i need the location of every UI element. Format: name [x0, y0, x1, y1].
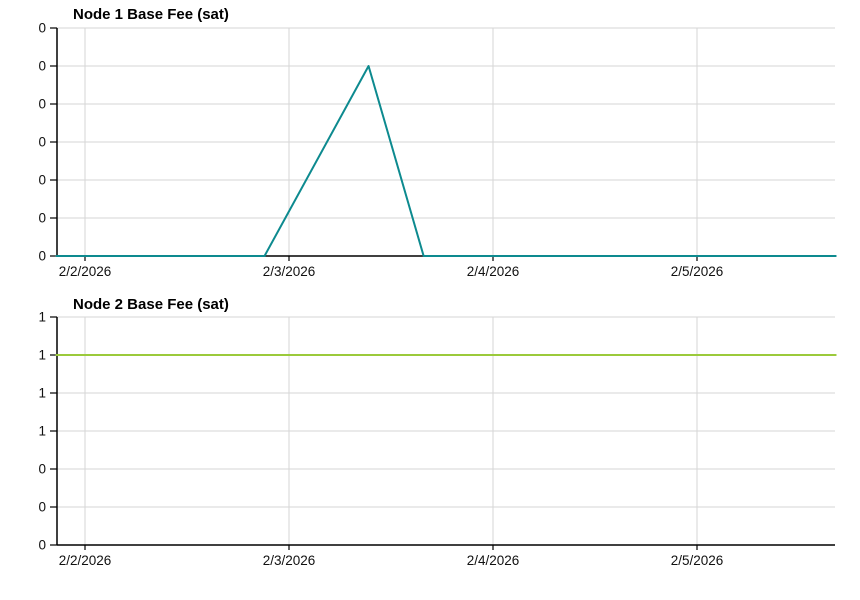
series-line: [55, 65, 837, 257]
y-tick-label: 1: [38, 310, 46, 325]
node2-chart-title: Node 2 Base Fee (sat): [73, 296, 229, 313]
y-tick-label: 0: [38, 97, 46, 112]
node2-base-fee-chart: 1 1 1 1 0 0 0 2/2/2026 2/3/2026 2/4/2026 2/5/2026: [38, 310, 837, 568]
x-tick-label: 2/5/2026: [671, 264, 724, 279]
y-tick-label: 0: [38, 59, 46, 74]
y-tick-label: 0: [38, 21, 46, 36]
x-tick-label: 2/2/2026: [59, 553, 112, 568]
y-tick-label: 1: [38, 386, 46, 401]
x-tick-label: 2/2/2026: [59, 264, 112, 279]
y-tick-label: 1: [38, 424, 46, 439]
node1-chart-title: Node 1 Base Fee (sat): [73, 6, 229, 23]
y-tick-label: 0: [38, 211, 46, 226]
y-tick-label: 0: [38, 538, 46, 553]
y-tick-label: 0: [38, 173, 46, 188]
x-tick-label: 2/3/2026: [263, 553, 316, 568]
x-tick-label: 2/5/2026: [671, 553, 724, 568]
node1-base-fee-chart: 0 0 0 0 0 0 0 2/2/2026 2/3/2026 2/4/2026 2/5/2026: [38, 21, 837, 279]
y-tick-label: 0: [38, 249, 46, 264]
y-tick-label: 0: [38, 462, 46, 477]
y-tick-label: 0: [38, 500, 46, 515]
x-tick-label: 2/4/2026: [467, 553, 520, 568]
x-tick-label: 2/4/2026: [467, 264, 520, 279]
y-tick-label: 1: [38, 348, 46, 363]
x-tick-label: 2/3/2026: [263, 264, 316, 279]
y-tick-label: 0: [38, 135, 46, 150]
